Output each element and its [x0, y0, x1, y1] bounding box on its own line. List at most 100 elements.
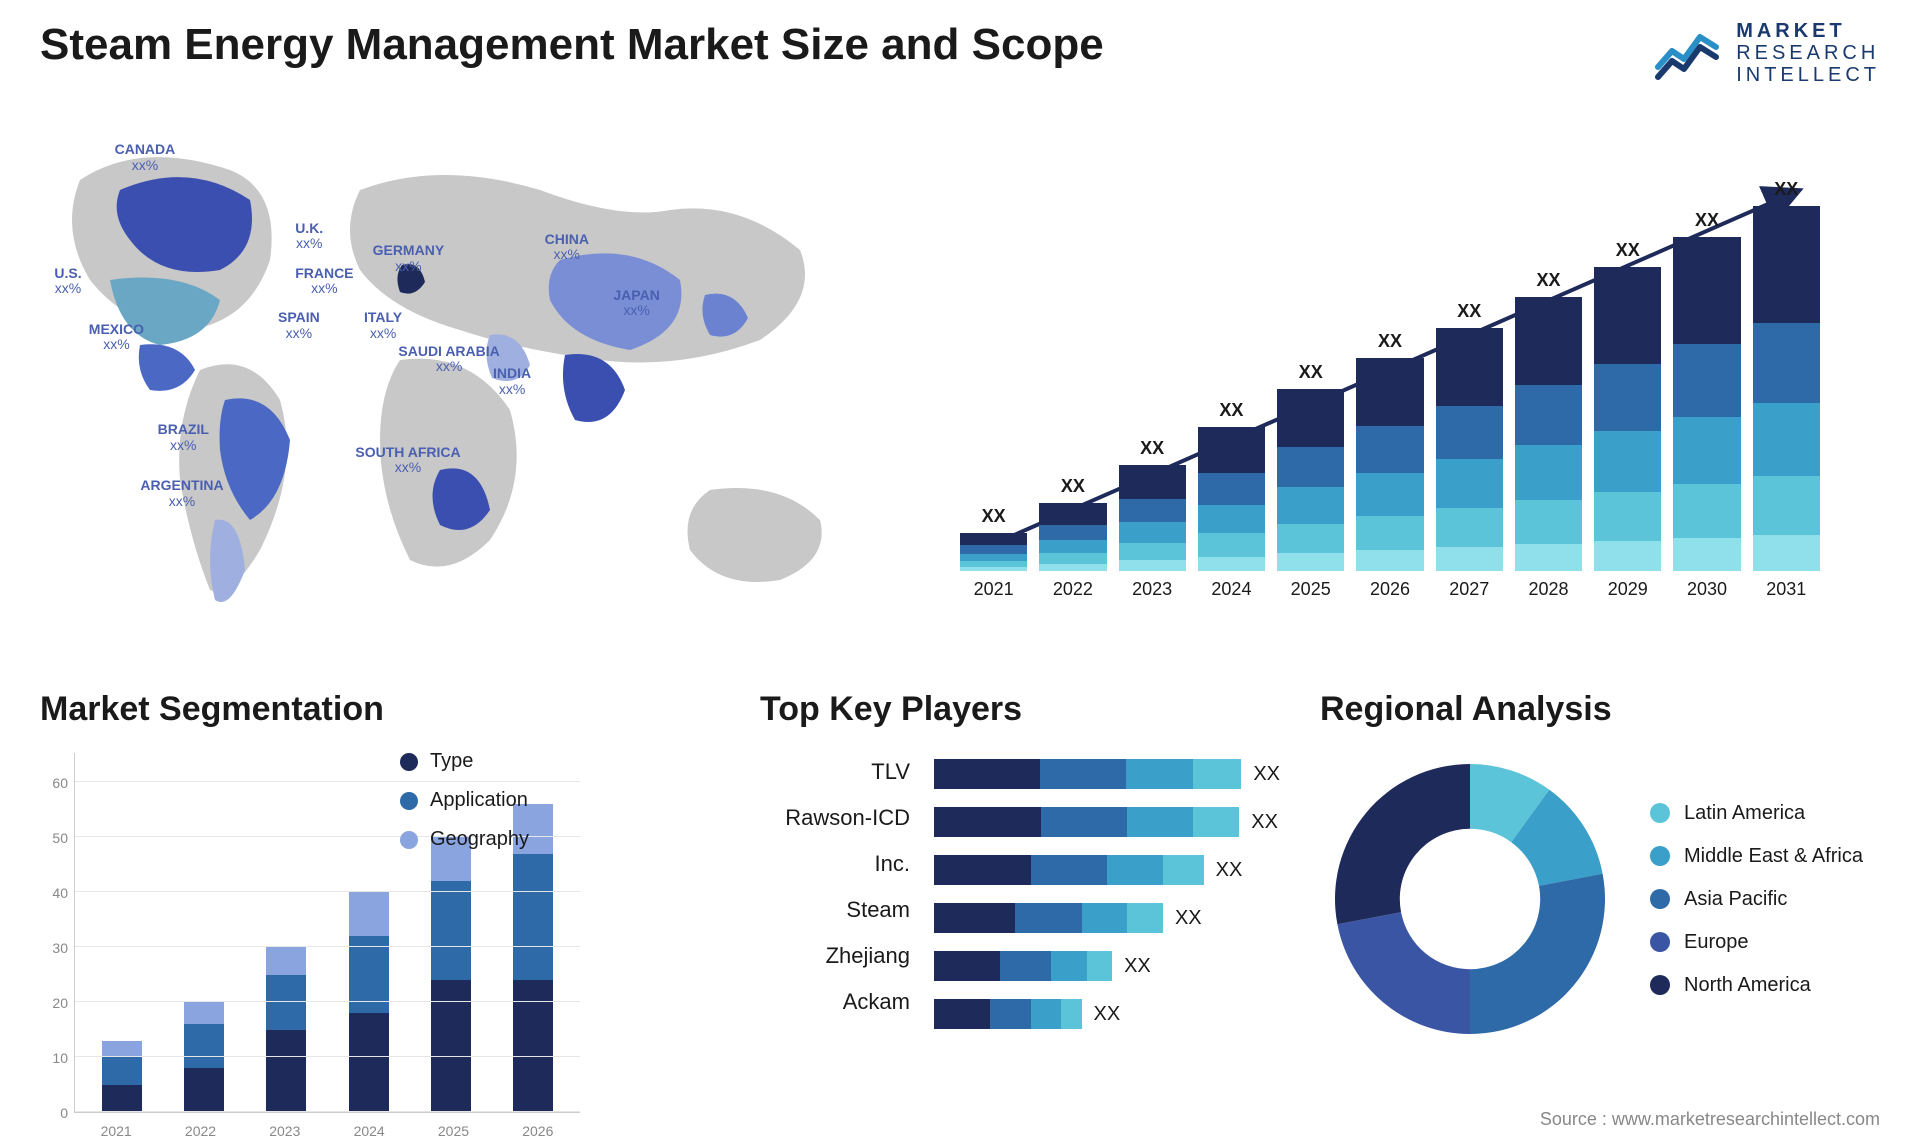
key-player-bar: XX [934, 759, 1280, 789]
forecast-bar: XX 2023 [1119, 438, 1186, 600]
bar-value-label: XX [1140, 438, 1164, 459]
forecast-bar: XX 2022 [1039, 476, 1106, 600]
key-player-bar: XX [934, 807, 1280, 837]
regional-legend: Latin AmericaMiddle East & AfricaAsia Pa… [1650, 802, 1863, 997]
legend-item: Type [400, 750, 529, 773]
map-label: JAPANxx% [613, 288, 659, 319]
x-axis-label: 2022 [1053, 579, 1093, 600]
legend-item: Europe [1650, 931, 1863, 954]
forecast-bar: XX 2030 [1673, 210, 1740, 600]
logo-line2: RESEARCH [1736, 42, 1880, 64]
key-player-value: XX [1175, 907, 1202, 930]
bar-value-label: XX [1061, 476, 1085, 497]
y-axis-tick: 40 [52, 885, 68, 901]
map-label: ARGENTINAxx% [140, 478, 223, 509]
x-axis-label: 2022 [185, 1123, 216, 1139]
key-player-value: XX [1216, 859, 1243, 882]
y-axis-tick: 50 [52, 830, 68, 846]
key-player-bar: XX [934, 903, 1280, 933]
forecast-bar: XX2028 [1515, 270, 1582, 600]
forecast-bar: XX2026 [1356, 331, 1423, 600]
regional-donut-chart [1320, 749, 1620, 1049]
map-label: SOUTH AFRICAxx% [355, 445, 460, 476]
forecast-bar: XX2029 [1594, 240, 1661, 600]
key-player-name: TLV [760, 759, 910, 785]
map-label: CHINAxx% [545, 232, 589, 263]
map-label: U.K.xx% [295, 221, 323, 252]
x-axis-label: 2021 [101, 1123, 132, 1139]
bar-value-label: XX [1616, 240, 1640, 261]
x-axis-label: 2026 [522, 1123, 553, 1139]
y-axis-tick: 60 [52, 775, 68, 791]
y-axis-tick: 30 [52, 940, 68, 956]
bar-value-label: XX [1378, 331, 1402, 352]
x-axis-label: 2021 [974, 579, 1014, 600]
forecast-bar: XX2031 [1753, 179, 1820, 600]
key-player-name: Steam [760, 897, 910, 923]
map-label: U.S.xx% [54, 266, 81, 297]
map-label: SAUDI ARABIAxx% [398, 344, 499, 375]
logo-line1: MARKET [1736, 20, 1880, 42]
key-player-value: XX [1251, 811, 1278, 834]
legend-item: Middle East & Africa [1650, 845, 1863, 868]
key-player-value: XX [1253, 763, 1280, 786]
map-label: MEXICOxx% [89, 322, 144, 353]
x-axis-label: 2024 [1211, 579, 1251, 600]
legend-item: Geography [400, 828, 529, 851]
x-axis-label: 2023 [1132, 579, 1172, 600]
map-label: CANADAxx% [115, 142, 176, 173]
key-player-bar: XX [934, 855, 1280, 885]
donut-segment [1337, 912, 1470, 1034]
donut-segment [1470, 874, 1605, 1034]
x-axis-label: 2027 [1449, 579, 1489, 600]
key-player-name: Ackam [760, 989, 910, 1015]
map-label: INDIAxx% [493, 366, 531, 397]
key-player-name: Inc. [760, 851, 910, 877]
x-axis-label: 2031 [1766, 579, 1806, 600]
bar-value-label: XX [1299, 362, 1323, 383]
x-axis-label: 2025 [1291, 579, 1331, 600]
bar-value-label: XX [1457, 301, 1481, 322]
legend-item: Latin America [1650, 802, 1863, 825]
map-label: SPAINxx% [278, 310, 320, 341]
segmentation-bar [102, 1041, 142, 1113]
key-players-title: Top Key Players [760, 690, 1280, 729]
y-axis-tick: 10 [52, 1050, 68, 1066]
forecast-bar: XX 2027 [1436, 301, 1503, 600]
legend-item: North America [1650, 974, 1863, 997]
donut-segment [1335, 764, 1470, 924]
world-map: CANADAxx% U.S.xx% MEXICOxx% BRAZILxx% ARGENT… [20, 120, 880, 680]
map-label: FRANCExx% [295, 266, 353, 297]
key-players-chart: XX XX XX XX XX XX [934, 759, 1280, 1029]
y-axis-tick: 0 [60, 1105, 68, 1121]
bar-value-label: XX [1219, 400, 1243, 421]
regional-title: Regional Analysis [1320, 690, 1880, 729]
key-players-section: Top Key Players TLVRawson-ICDInc.SteamZh… [760, 690, 1280, 1029]
segmentation-bar [431, 837, 471, 1112]
page-title: Steam Energy Management Market Size and … [40, 20, 1104, 70]
source-attribution: Source : www.marketresearchintellect.com [1540, 1109, 1880, 1130]
world-map-svg [20, 120, 880, 680]
segmentation-title: Market Segmentation [40, 690, 580, 729]
forecast-bar: XX 2024 [1198, 400, 1265, 600]
segmentation-section: Market Segmentation 0102030405060 202120… [40, 690, 580, 1113]
logo-mark-icon [1654, 23, 1724, 83]
key-player-value: XX [1094, 1003, 1121, 1026]
key-player-bar: XX [934, 999, 1280, 1029]
map-label: GERMANYxx% [373, 243, 445, 274]
bar-value-label: XX [1695, 210, 1719, 231]
map-label: BRAZILxx% [158, 422, 209, 453]
bar-value-label: XX [982, 506, 1006, 527]
legend-item: Application [400, 789, 529, 812]
map-label: ITALYxx% [364, 310, 402, 341]
segmentation-bar [266, 947, 306, 1112]
x-axis-label: 2025 [438, 1123, 469, 1139]
x-axis-label: 2028 [1528, 579, 1568, 600]
segmentation-legend: Type Application Geography [400, 750, 529, 867]
x-axis-label: 2030 [1687, 579, 1727, 600]
logo-line3: INTELLECT [1736, 64, 1880, 86]
key-player-bar: XX [934, 951, 1280, 981]
x-axis-label: 2024 [354, 1123, 385, 1139]
regional-section: Regional Analysis Latin America Middle Ea… [1320, 690, 1880, 1049]
brand-logo: MARKET RESEARCH INTELLECT [1654, 20, 1880, 86]
